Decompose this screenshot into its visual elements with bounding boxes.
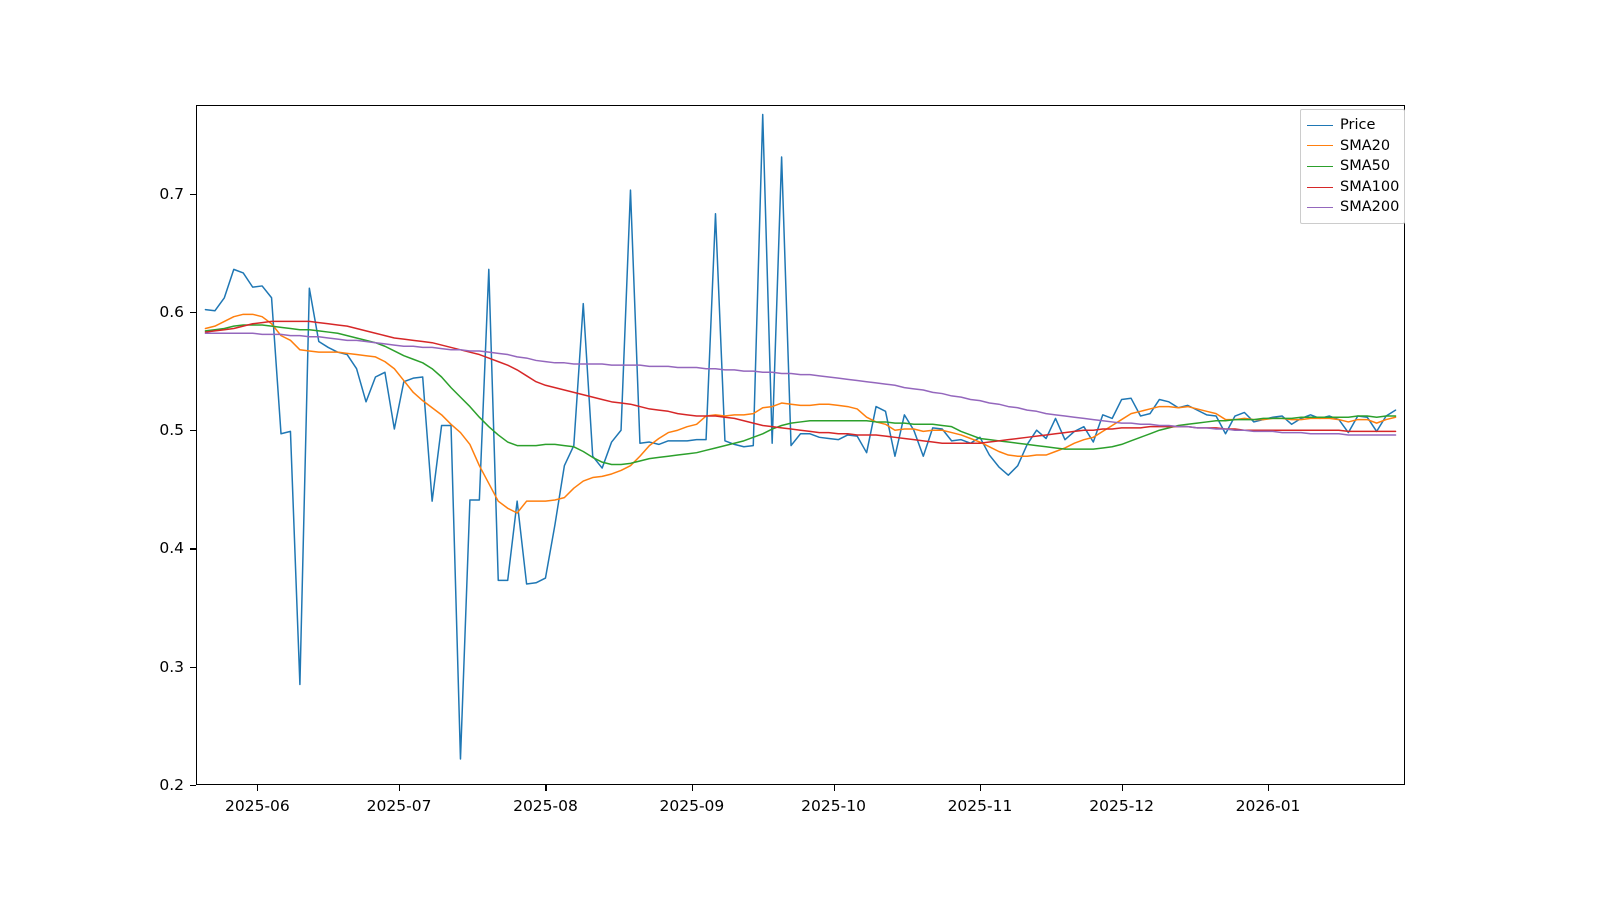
x-tick-mark (833, 785, 835, 791)
y-tick-mark (190, 785, 196, 787)
price-sma-line-chart (196, 105, 1405, 785)
series-line-sma200 (205, 333, 1395, 435)
y-tick-label: 0.3 (159, 657, 184, 676)
x-tick-mark (1121, 785, 1123, 791)
x-tick-label: 2025-08 (513, 797, 578, 815)
legend-label: SMA20 (1340, 137, 1391, 154)
legend-swatch-icon (1307, 124, 1333, 126)
y-tick-mark (190, 193, 196, 195)
x-tick-label: 2025-06 (225, 797, 290, 815)
series-line-sma50 (205, 325, 1395, 465)
x-tick-label: 2025-11 (947, 797, 1013, 815)
legend-item-sma100: SMA100 (1307, 177, 1400, 198)
legend-swatch-icon (1307, 165, 1333, 167)
chart-legend: Price SMA20 SMA50 SMA100 SMA200 (1300, 109, 1405, 224)
series-line-sma20 (205, 314, 1395, 513)
x-tick-mark (691, 785, 693, 791)
series-line-sma100 (205, 321, 1395, 443)
x-tick-mark (545, 785, 547, 791)
chart-axes: 0.2 0.3 0.4 0.5 0.6 0.7 2025-06 2025-07 2025-08 2… (159, 105, 1405, 815)
y-tick-label: 0.7 (159, 184, 184, 203)
y-tick-mark (190, 430, 196, 432)
y-tick-mark (190, 548, 196, 550)
x-tick-mark (1268, 785, 1270, 791)
legend-label: SMA100 (1340, 178, 1400, 195)
legend-label: SMA200 (1340, 199, 1400, 216)
y-tick-mark (190, 666, 196, 668)
y-tick-mark (190, 311, 196, 314)
y-tick-label: 0.4 (159, 539, 184, 558)
x-tick-label: 2025-10 (801, 797, 866, 815)
legend-swatch-icon (1307, 186, 1333, 188)
x-tick-label: 2026-01 (1235, 797, 1301, 815)
legend-item-sma50: SMA50 (1307, 156, 1398, 177)
legend-item-sma200: SMA200 (1307, 197, 1400, 218)
x-tick-mark (979, 785, 982, 791)
legend-label: Price (1340, 117, 1376, 134)
legend-label: SMA50 (1340, 158, 1391, 175)
y-tick-label: 0.6 (159, 302, 184, 321)
y-tick-label: 0.2 (159, 776, 184, 794)
x-tick-mark (257, 785, 259, 791)
x-tick-label: 2025-09 (659, 797, 725, 815)
y-tick-label: 0.5 (159, 421, 184, 440)
legend-item-price: Price (1307, 115, 1398, 136)
legend-item-sma20: SMA20 (1307, 136, 1398, 157)
legend-swatch-icon (1307, 207, 1333, 209)
axes-frame (196, 105, 1405, 785)
legend-swatch-icon (1307, 145, 1333, 147)
x-tick-mark (399, 785, 401, 791)
series-line-price (205, 114, 1395, 759)
x-tick-label: 2025-07 (366, 797, 432, 815)
x-tick-label: 2025-12 (1089, 797, 1155, 815)
